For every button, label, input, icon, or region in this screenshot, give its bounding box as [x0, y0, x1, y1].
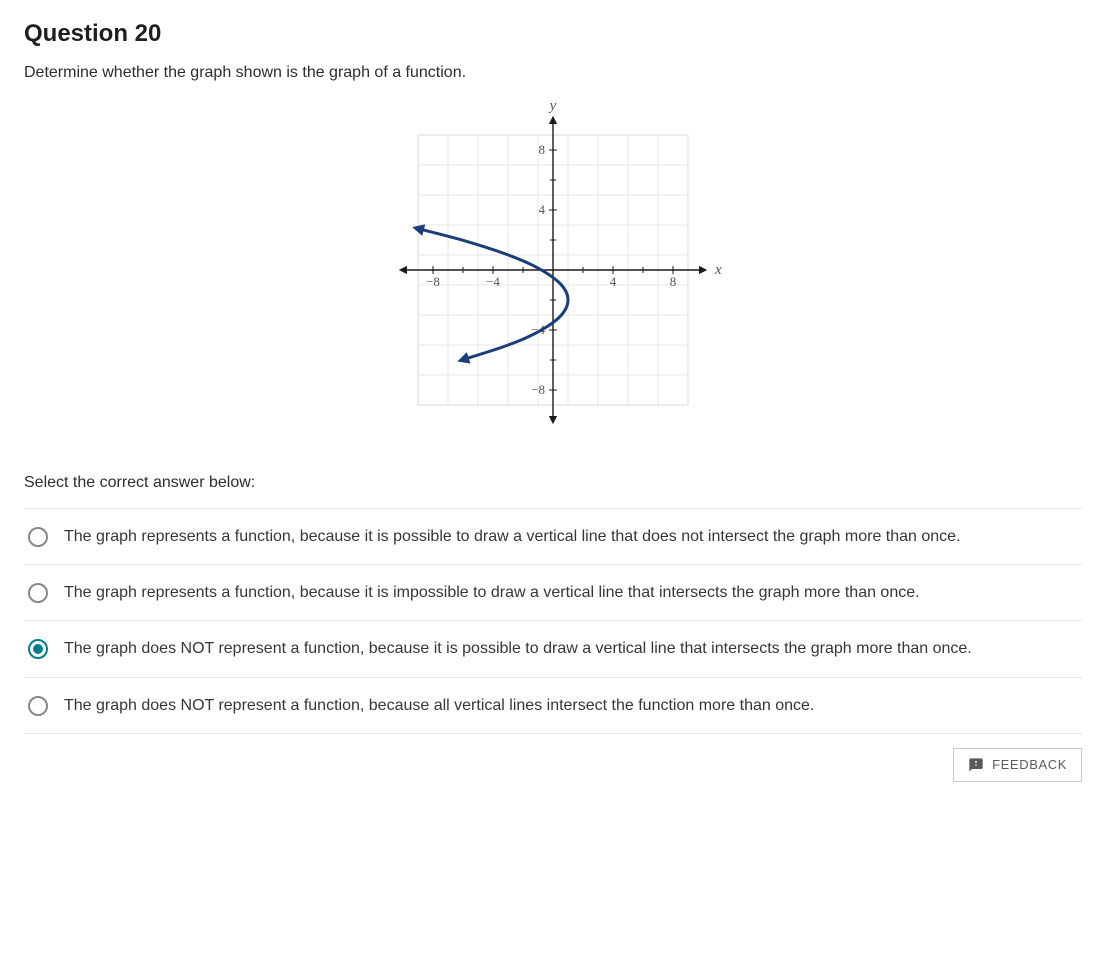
answer-option[interactable]: The graph does NOT represent a function,…	[24, 678, 1082, 734]
feedback-button-label: FEEDBACK	[992, 757, 1067, 772]
svg-text:y: y	[548, 98, 557, 114]
answer-option[interactable]: The graph represents a function, because…	[24, 565, 1082, 621]
svg-text:8: 8	[670, 274, 677, 289]
answer-option-text: The graph does NOT represent a function,…	[64, 694, 1078, 717]
feedback-icon	[968, 757, 984, 773]
answer-option[interactable]: The graph does NOT represent a function,…	[24, 621, 1082, 677]
chart-container: −8−448−8−448xy	[24, 90, 1082, 450]
question-prompt: Determine whether the graph shown is the…	[24, 64, 1082, 82]
svg-text:−8: −8	[531, 382, 545, 397]
radio-button[interactable]	[28, 639, 48, 659]
answer-option[interactable]: The graph represents a function, because…	[24, 508, 1082, 565]
question-title: Question 20	[24, 20, 1082, 48]
answer-option-text: The graph does NOT represent a function,…	[64, 637, 1078, 660]
svg-text:−4: −4	[486, 274, 500, 289]
radio-button[interactable]	[28, 583, 48, 603]
feedback-button[interactable]: FEEDBACK	[953, 748, 1082, 782]
svg-text:4: 4	[539, 202, 546, 217]
radio-button[interactable]	[28, 696, 48, 716]
svg-text:−8: −8	[426, 274, 440, 289]
svg-text:4: 4	[610, 274, 617, 289]
footer: FEEDBACK	[24, 734, 1082, 782]
radio-button[interactable]	[28, 527, 48, 547]
function-graph: −8−448−8−448xy	[373, 90, 733, 450]
answer-option-text: The graph represents a function, because…	[64, 525, 1078, 548]
svg-text:x: x	[714, 262, 722, 278]
select-answer-label: Select the correct answer below:	[24, 474, 1082, 492]
answer-option-text: The graph represents a function, because…	[64, 581, 1078, 604]
svg-text:8: 8	[539, 142, 546, 157]
answer-options: The graph represents a function, because…	[24, 508, 1082, 734]
